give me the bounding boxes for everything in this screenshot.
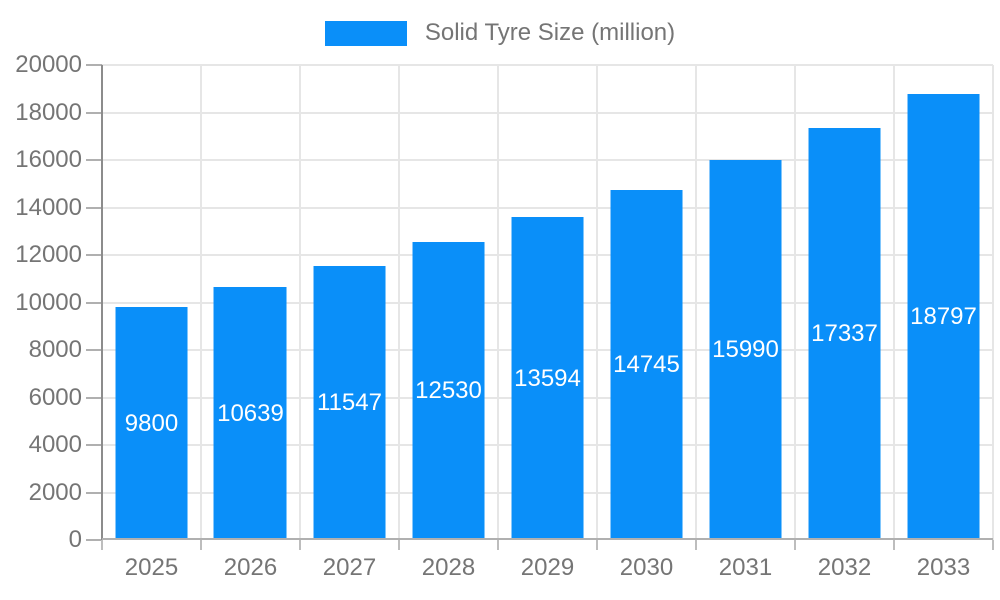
gridline-horizontal [102,159,993,161]
y-axis-label: 0 [68,526,82,553]
x-tick [497,540,499,550]
bar-value-label: 11547 [317,388,382,416]
x-axis-label: 2030 [619,554,674,581]
gridline-vertical [397,65,400,540]
x-axis-label: 2032 [817,554,872,581]
gridline-vertical [794,65,796,540]
bar[interactable]: 9800 [115,307,188,540]
y-axis-label: 14000 [15,193,82,221]
y-tick [86,254,102,256]
legend-swatch [324,20,407,46]
y-tick [86,396,102,399]
x-tick [200,540,202,550]
bar[interactable]: 14745 [610,189,683,540]
bar-value-label: 12530 [415,377,482,405]
bar[interactable]: 17337 [808,128,881,540]
x-axis-label: 2026 [223,554,278,581]
gridline-vertical [497,65,499,540]
x-axis-label: 2031 [718,554,773,581]
x-axis-label: 2028 [421,554,476,581]
y-axis-label: 10000 [15,288,82,316]
y-axis-label: 16000 [15,146,82,173]
bar[interactable]: 13594 [511,217,584,540]
bar[interactable]: 15990 [709,160,782,540]
y-axis-label: 6000 [28,383,82,411]
y-axis-label: 12000 [15,241,82,268]
gridline-horizontal [102,64,993,66]
y-axis-label: 2000 [28,478,82,506]
gridline-vertical [200,65,202,540]
gridline-vertical [596,65,598,540]
y-tick [86,444,102,446]
y-axis-label: 20000 [15,51,82,78]
y-tick [86,539,102,541]
bar-value-label: 14745 [613,350,680,378]
bar-value-label: 9800 [124,409,179,437]
bar[interactable]: 10639 [214,287,287,540]
y-axis-label: 4000 [28,431,82,458]
plot-area: 0 2000 4000 6000 8000 10000 12000 14000 16000 180… [15,53,994,581]
x-axis-label: 2027 [322,554,377,581]
x-tick [992,540,994,550]
y-tick [86,349,102,351]
gridline-vertical [299,65,301,540]
bar[interactable]: 18797 [907,93,980,540]
x-axis-label: 2025 [124,554,179,581]
y-tick [86,491,102,494]
x-tick [101,540,103,550]
bar-value-label: 13594 [514,364,581,392]
y-axis-label: 8000 [28,336,82,363]
bar-value-label: 17337 [811,320,878,348]
legend-label: Solid Tyre Size (million) [424,19,676,46]
x-tick [893,540,895,550]
x-tick [397,540,400,550]
x-tick [694,540,697,550]
x-tick [596,540,598,550]
x-axis-label: 2033 [916,554,971,581]
legend[interactable]: Solid Tyre Size (million) [0,19,1000,46]
y-tick [86,206,102,209]
x-axis-label: 2029 [520,554,575,581]
bar-value-label: 15990 [712,336,779,364]
gridline-horizontal [102,206,993,209]
x-tick [794,540,796,550]
y-tick [86,301,102,304]
y-tick [86,111,102,114]
x-axis-line [102,538,993,540]
bar[interactable]: 11547 [313,265,386,540]
gridline-vertical [893,65,895,540]
bar-value-label: 10639 [217,399,284,427]
y-tick [86,64,102,66]
x-tick [299,540,301,550]
y-axis-label: 18000 [15,98,82,126]
gridline-horizontal [102,111,993,114]
gridline-vertical [992,65,994,540]
y-tick [86,159,102,161]
y-axis-line [101,65,103,540]
bar-value-label: 18797 [910,302,977,330]
gridline-vertical [694,65,697,540]
bar[interactable]: 12530 [412,242,485,540]
